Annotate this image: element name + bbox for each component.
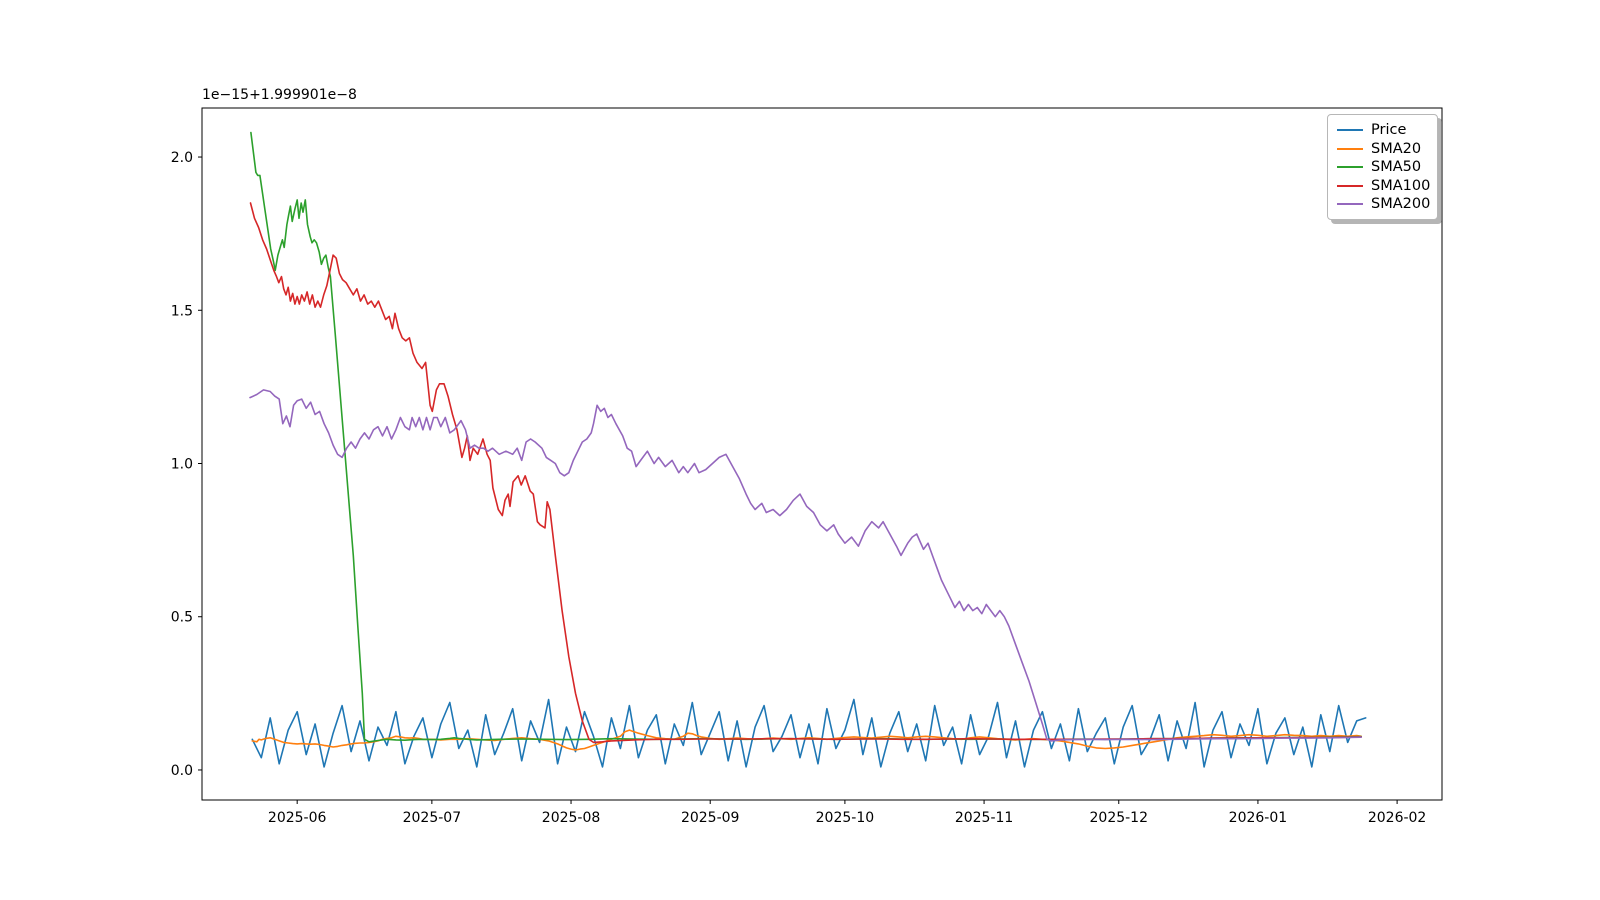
legend-line-sample [1337, 166, 1363, 168]
legend-label: Price [1371, 122, 1407, 138]
y-tick-label: 1.0 [171, 457, 193, 473]
legend-line-sample [1337, 184, 1363, 187]
y-tick-label: 2.0 [171, 150, 193, 166]
y-tick-label: 0.5 [171, 610, 193, 626]
legend-item-price: Price [1337, 121, 1429, 139]
x-tick-label: 2025-06 [268, 810, 327, 826]
x-tick-label: 2026-01 [1229, 810, 1288, 826]
axis-ticks: 2025-06 2025-07 2025-08 2025-09 2025-10 2025-… [171, 150, 1427, 826]
y-tick-label: 1.5 [171, 303, 193, 319]
x-tick-label: 2025-07 [403, 810, 462, 826]
x-tick-label: 2025-12 [1090, 810, 1149, 826]
legend-item-sma200: SMA200 [1337, 195, 1431, 213]
series-line-sma20 [251, 729, 1362, 751]
legend-label: SMA50 [1371, 159, 1422, 175]
legend-label: SMA200 [1371, 196, 1431, 212]
series-line-sma200 [249, 389, 1362, 742]
x-tick-label: 2025-08 [542, 810, 601, 826]
x-tick-label: 2026-02 [1368, 810, 1427, 826]
legend-label: SMA20 [1371, 140, 1422, 157]
legend: Price SMA20 SMA50 SMA100 SMA200 [1327, 114, 1438, 220]
series-line-sma100 [249, 202, 1362, 744]
legend-line-sample [1337, 129, 1363, 131]
series-lines [249, 131, 1367, 768]
series-line-price [251, 698, 1367, 768]
series-line-sma50 [250, 131, 1362, 743]
x-tick-label: 2025-09 [681, 810, 740, 826]
plot-border [201, 107, 1443, 801]
legend-item-sma20: SMA20 [1337, 140, 1429, 158]
legend-line-sample [1337, 147, 1363, 150]
legend-label: SMA100 [1371, 177, 1431, 194]
legend-item-sma100: SMA100 [1337, 177, 1431, 195]
y-axis-offset-label: 1e−15+1.999901e−8 [202, 87, 357, 103]
y-tick-label: 0.0 [171, 763, 193, 779]
x-tick-label: 2025-10 [816, 810, 875, 826]
x-tick-label: 2025-11 [955, 810, 1014, 826]
legend-line-sample [1337, 203, 1363, 205]
legend-item-sma50: SMA50 [1337, 158, 1429, 176]
